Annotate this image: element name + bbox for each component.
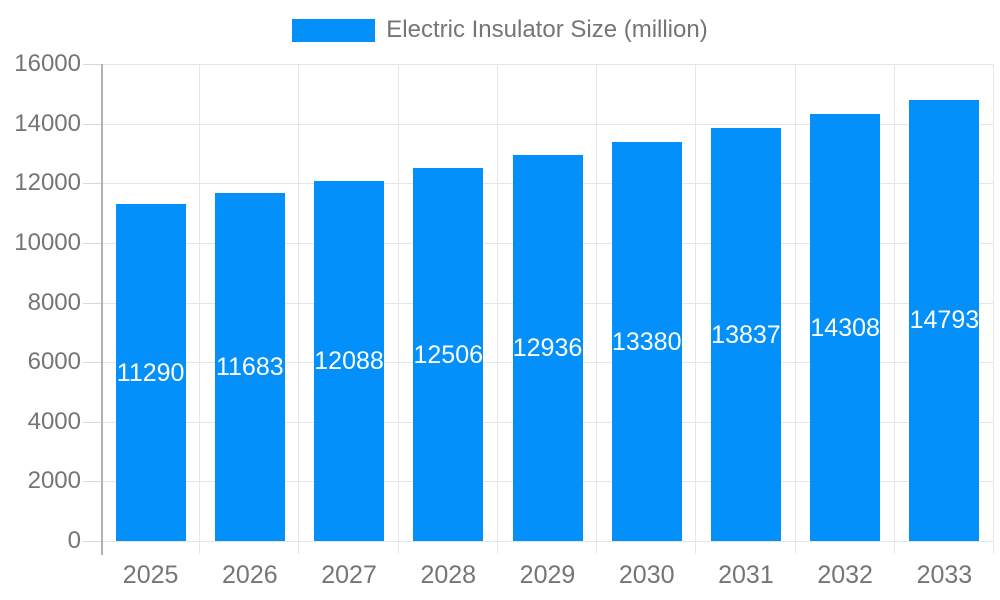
x-axis-label: 2031 (718, 561, 774, 589)
y-axis-label: 6000 (27, 348, 81, 376)
bar-value-label: 11290 (116, 358, 185, 387)
bar[interactable]: 13380 (611, 142, 682, 541)
y-axis-labels: 0 2000 4000 6000 8000 10000 12000 14000 16000 (0, 0, 81, 600)
x-gridline (893, 64, 895, 554)
bar-value-label: 14308 (810, 313, 880, 342)
bar-value-label: 12936 (512, 334, 583, 363)
x-axis-label: 2028 (420, 561, 477, 589)
x-gridline (993, 64, 994, 554)
y-axis-label: 8000 (27, 288, 81, 316)
y-tick (83, 123, 101, 125)
y-tick (83, 183, 101, 185)
y-tick (83, 541, 101, 542)
legend-swatch (292, 18, 376, 42)
plot-area: 11290 2025 11683 2026 12088 2027 12506 2028 1293… (83, 64, 994, 588)
y-axis-line (101, 64, 103, 555)
chart-legend: Electric Insulator Size (million) (0, 16, 1000, 44)
x-gridline (298, 64, 300, 554)
x-gridline (695, 64, 697, 554)
y-tick (83, 302, 101, 304)
y-gridline (101, 64, 994, 65)
y-axis-label: 2000 (27, 467, 81, 495)
bar-value-label: 14793 (909, 306, 980, 335)
y-tick (83, 242, 101, 244)
x-gridline (794, 64, 796, 554)
y-axis-label: 4000 (27, 407, 81, 435)
x-axis-label: 2025 (122, 561, 179, 589)
bar-value-label: 11683 (215, 352, 284, 381)
x-gridline (397, 64, 399, 554)
bar[interactable]: 13837 (710, 128, 781, 541)
y-gridline (101, 541, 994, 542)
x-axis-label: 2026 (222, 561, 278, 589)
bar[interactable]: 11683 (214, 192, 285, 541)
y-axis-label: 12000 (14, 169, 81, 197)
y-axis-label: 10000 (14, 228, 81, 256)
x-gridline (496, 64, 498, 554)
y-tick (83, 481, 101, 483)
x-axis-label: 2033 (916, 561, 973, 589)
bar[interactable]: 12936 (512, 155, 583, 541)
y-axis-label: 0 (67, 527, 81, 554)
bar-value-label: 12506 (413, 340, 484, 369)
x-axis-label: 2030 (618, 561, 675, 589)
bar-value-label: 12088 (314, 346, 384, 375)
bar[interactable]: 14308 (810, 114, 881, 541)
y-tick (83, 421, 101, 423)
y-axis-label: 16000 (14, 50, 81, 77)
bar[interactable]: 12506 (413, 168, 484, 541)
x-gridline (596, 64, 598, 554)
y-axis-label: 14000 (14, 109, 81, 137)
bar[interactable]: 12088 (314, 180, 385, 541)
x-axis-label: 2032 (817, 561, 873, 589)
legend-item[interactable]: Electric Insulator Size (million) (292, 16, 708, 44)
y-tick (83, 64, 101, 65)
bar[interactable]: 11290 (115, 204, 186, 541)
bar-value-label: 13380 (611, 327, 682, 356)
bar-value-label: 13837 (711, 320, 781, 349)
x-gridline (199, 64, 201, 554)
bar[interactable]: 14793 (909, 99, 980, 541)
y-gridline (101, 123, 994, 125)
x-axis-label: 2027 (321, 561, 377, 589)
x-axis-label: 2029 (519, 561, 576, 589)
y-tick (83, 362, 101, 364)
legend-label: Electric Insulator Size (million) (386, 16, 708, 43)
